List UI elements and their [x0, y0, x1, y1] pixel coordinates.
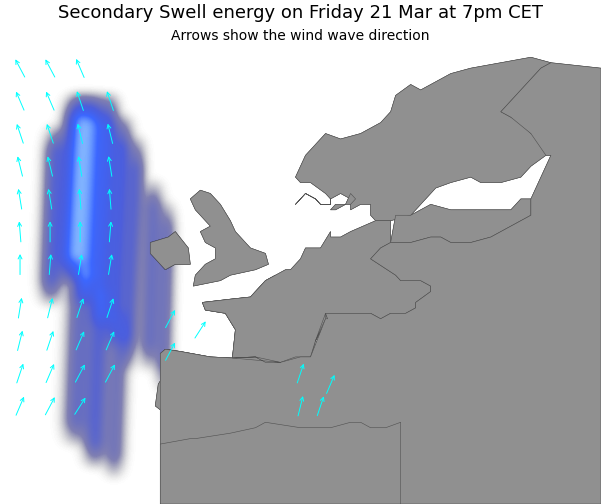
Text: Arrows show the wind wave direction: Arrows show the wind wave direction [171, 29, 430, 43]
Text: Secondary Swell energy on Friday 21 Mar at 7pm CET: Secondary Swell energy on Friday 21 Mar … [58, 4, 543, 22]
